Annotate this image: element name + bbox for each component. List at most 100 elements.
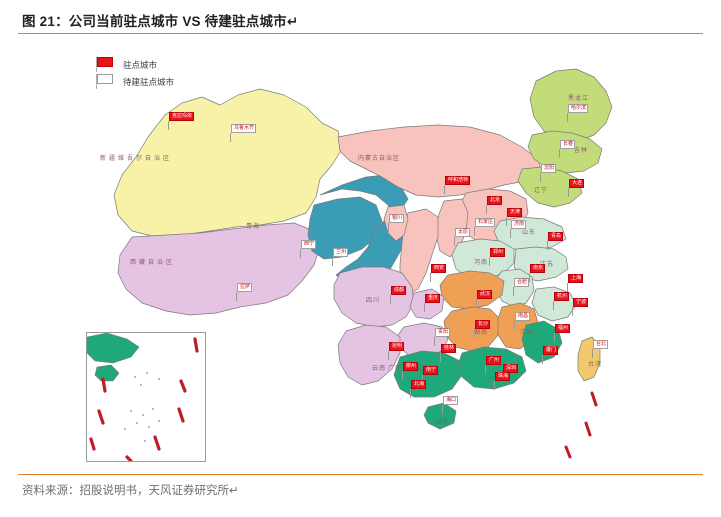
- inset-svg: [87, 333, 199, 461]
- flag-pole-icon: [442, 405, 443, 414]
- china-map: 新疆维吾尔自治区 西藏自治区 青海 内蒙古自治区 黑龙江 吉林 辽宁 山东 河南…: [70, 45, 690, 465]
- red-flag-icon: 南宁: [423, 365, 439, 375]
- flag-pole-icon: [444, 185, 445, 194]
- flag-pole-icon: [424, 303, 425, 312]
- inset-islands: [124, 372, 160, 442]
- flag-pole-icon: [402, 371, 403, 380]
- red-flag-icon: 宁波: [573, 297, 589, 307]
- white-flag-icon: 拉萨: [237, 282, 253, 292]
- flag-pole-icon: [513, 287, 514, 296]
- flag-pole-icon: [554, 333, 555, 342]
- legend-item-current: 驻点城市: [96, 56, 174, 73]
- province-hubei: [439, 270, 505, 310]
- flag-pole-icon: [567, 283, 568, 292]
- white-flag-icon: 海口: [443, 395, 459, 405]
- red-flag-icon: [96, 57, 118, 72]
- legend-label-planned: 待建驻点城市: [123, 76, 175, 87]
- white-flag-icon: 银川: [389, 213, 405, 223]
- flag-pole-icon: [514, 321, 515, 330]
- red-flag-icon: 长沙: [475, 319, 491, 329]
- flag-pole-icon: [559, 149, 560, 158]
- red-flag-icon: 昆明: [389, 341, 405, 351]
- flag-pole-icon: [434, 337, 435, 346]
- province-xinjiang: [113, 88, 343, 238]
- white-flag-icon: 长春: [560, 139, 576, 149]
- province-hainan: [423, 402, 457, 430]
- white-flag-icon: 贵阳: [435, 327, 451, 337]
- red-flag-icon: 郑州: [490, 247, 506, 257]
- flag-pole-icon: [592, 349, 593, 358]
- flag-pole-icon: [542, 355, 543, 364]
- white-flag-icon: 济南: [511, 219, 527, 229]
- red-flag-icon: 重庆: [425, 293, 441, 303]
- flag-pole-icon: [547, 241, 548, 250]
- flag-pole-icon: [506, 217, 507, 226]
- red-flag-icon: 成都: [391, 285, 407, 295]
- south-china-sea-inset: [86, 332, 206, 462]
- flag-pole-icon: [230, 133, 231, 142]
- red-flag-icon: 杭州: [554, 291, 570, 301]
- white-flag-icon: 台北: [593, 339, 609, 349]
- red-flag-icon: 福州: [555, 323, 571, 333]
- white-flag-icon: [96, 74, 118, 89]
- province-shaanxi: [399, 208, 439, 296]
- province-yunnan: [337, 324, 401, 386]
- page-title: 图 21：公司当前驻点城市 VS 待建驻点城市↵: [22, 14, 299, 29]
- legend-item-planned: 待建驻点城市: [96, 73, 174, 90]
- figure-source: 资料来源：招股说明书，天风证券研究所↵: [22, 485, 239, 497]
- red-flag-icon: 珠海: [495, 371, 511, 381]
- flag-pole-icon: [485, 365, 486, 374]
- map-legend: 驻点城市 待建驻点城市: [96, 56, 174, 90]
- flag-pole-icon: [489, 257, 490, 266]
- red-flag-icon: 西安: [431, 263, 447, 273]
- flag-pole-icon: [474, 329, 475, 338]
- red-flag-icon: 桂林: [441, 343, 457, 353]
- legend-label-current: 驻点城市: [123, 59, 158, 70]
- flag-pole-icon: [430, 273, 431, 282]
- source-divider: [18, 474, 703, 475]
- red-flag-icon: 大连: [569, 178, 585, 188]
- flag-pole-icon: [474, 227, 475, 236]
- flag-pole-icon: [454, 237, 455, 246]
- flag-pole-icon: [388, 351, 389, 360]
- flag-pole-icon: [572, 307, 573, 316]
- inset-nine-dash-line: [89, 337, 199, 461]
- flag-pole-icon: [486, 205, 487, 214]
- red-flag-icon: 南京: [530, 263, 546, 273]
- nine-dash-line: [564, 391, 598, 459]
- white-flag-icon: 乌鲁木齐: [231, 123, 257, 133]
- province-sichuan: [333, 266, 415, 328]
- flag-pole-icon: [390, 295, 391, 304]
- flag-pole-icon: [553, 301, 554, 310]
- flag-pole-icon: [529, 273, 530, 282]
- flag-pole-icon: [494, 381, 495, 390]
- white-flag-icon: 太原: [455, 227, 471, 237]
- province-inner-mongolia: [337, 124, 543, 198]
- province-tibet: [117, 222, 321, 316]
- white-flag-icon: 南昌: [515, 311, 531, 321]
- white-flag-icon: 沈阳: [541, 163, 557, 173]
- flag-pole-icon: [568, 188, 569, 197]
- red-flag-icon: 上海: [568, 273, 584, 283]
- red-flag-icon: 武汉: [477, 289, 493, 299]
- red-flag-icon: 呼和浩特: [445, 175, 471, 185]
- red-flag-icon: 深圳: [503, 363, 519, 373]
- flag-pole-icon: [332, 257, 333, 266]
- white-flag-icon: 西宁: [301, 239, 317, 249]
- flag-pole-icon: [476, 299, 477, 308]
- red-flag-icon: 青岛: [548, 231, 564, 241]
- province-qinghai: [307, 196, 383, 260]
- flag-pole-icon: [440, 353, 441, 362]
- flag-pole-icon: [567, 113, 568, 122]
- title-divider: [18, 33, 703, 34]
- white-flag-icon: 合肥: [514, 277, 530, 287]
- red-flag-icon: 广州: [486, 355, 502, 365]
- flag-pole-icon: [388, 223, 389, 232]
- red-flag-icon: 厦门: [543, 345, 559, 355]
- white-flag-icon: 兰州: [333, 247, 349, 257]
- red-flag-icon: 天津: [507, 207, 523, 217]
- red-flag-icon: 北京: [487, 195, 503, 205]
- flag-pole-icon: [422, 375, 423, 384]
- flag-pole-icon: [510, 229, 511, 238]
